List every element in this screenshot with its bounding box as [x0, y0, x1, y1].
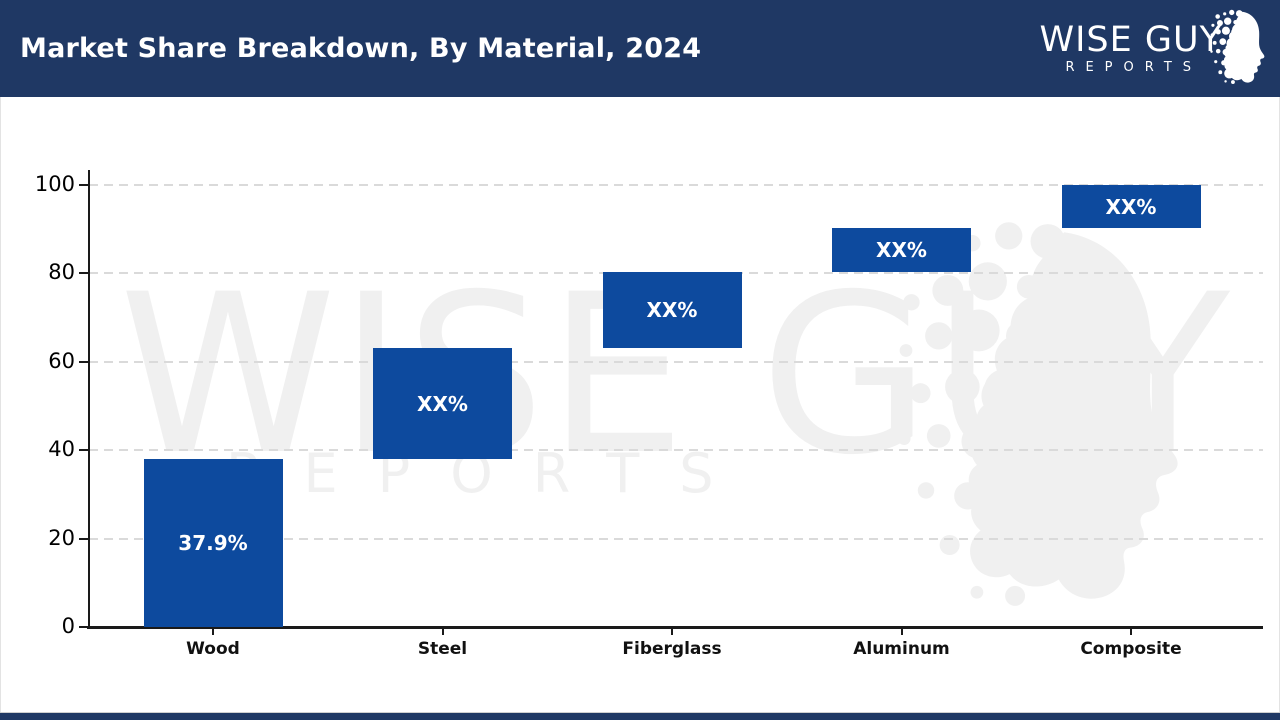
- gridline-60: [89, 360, 1263, 363]
- brand-subtitle: REPORTS: [1065, 60, 1203, 76]
- x-tick: [671, 629, 673, 635]
- chart-title: Market Share Breakdown, By Material, 202…: [20, 33, 702, 64]
- bar-value-label: XX%: [876, 238, 927, 263]
- chart-area: WISE GUY REPORTS 0 20 40 60 80 100 Wood Steel Fi…: [0, 97, 1280, 712]
- y-tick: [79, 184, 88, 186]
- y-tick-label: 80: [48, 260, 75, 285]
- gridline-40: [89, 449, 1263, 452]
- x-category-label: Aluminum: [853, 639, 950, 659]
- x-category-label: Composite: [1080, 639, 1182, 659]
- x-tick: [441, 629, 444, 635]
- bar-value-label: XX%: [1105, 194, 1157, 219]
- bar-steel: XX%: [373, 347, 512, 460]
- x-category-label: Fiberglass: [622, 639, 722, 659]
- y-tick-label: 0: [61, 614, 75, 638]
- bar-aluminum: XX%: [832, 228, 971, 273]
- gridline-20: [89, 537, 1263, 540]
- y-tick: [79, 272, 88, 275]
- y-tick-label: 40: [48, 437, 75, 462]
- x-category-label: Steel: [417, 639, 468, 659]
- header: Market Share Breakdown, By Material, 202…: [0, 0, 1280, 97]
- x-axis-line: [87, 626, 1263, 629]
- y-tick-label: 100: [34, 172, 75, 196]
- y-tick: [79, 626, 88, 628]
- bar-value-label: 37.9%: [178, 531, 248, 556]
- bar-wood: 37.9%: [143, 459, 283, 627]
- x-tick: [1130, 629, 1132, 635]
- brand-name: WISE GUY: [1039, 19, 1222, 60]
- y-tick: [79, 537, 88, 540]
- bar-fiberglass: XX%: [602, 272, 742, 348]
- y-axis-line: [88, 170, 90, 629]
- x-tick: [900, 629, 903, 635]
- gridline-100: [89, 184, 1263, 186]
- y-tick-label: 60: [48, 348, 75, 373]
- brand-wordmark: WISE GUY REPORTS: [1039, 19, 1222, 76]
- x-category-label: Wood: [186, 639, 240, 659]
- x-tick: [212, 629, 214, 635]
- y-tick: [79, 449, 88, 452]
- bar-value-label: XX%: [646, 297, 698, 322]
- footer-bar: [0, 712, 1280, 720]
- y-tick: [79, 360, 88, 363]
- brand-logo: WISE GUY REPORTS: [1039, 0, 1266, 97]
- bar-composite: XX%: [1061, 185, 1201, 229]
- y-tick-label: 20: [48, 525, 75, 550]
- bar-value-label: XX%: [417, 391, 468, 416]
